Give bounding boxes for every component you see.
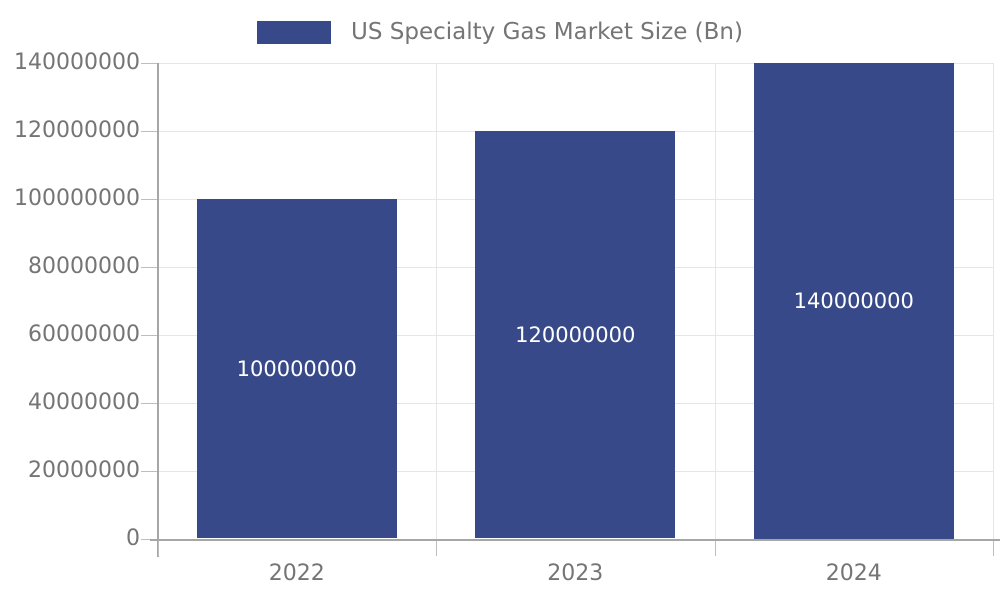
legend-swatch-icon [257,20,332,44]
bar-value-label: 120000000 [515,322,636,347]
x-gridline [436,63,437,539]
y-axis-tick [141,470,157,472]
y-tick-label: 80000000 [28,253,140,279]
x-gridline [714,63,716,539]
bar-2023[interactable]: 120000000 [475,130,676,539]
bar-2022[interactable]: 100000000 [196,198,397,539]
y-axis-tick [141,266,157,268]
x-axis-tick [714,540,716,556]
y-axis-tick [141,402,157,404]
y-tick-label: 100000000 [14,185,140,211]
y-tick-label: 0 [126,525,140,551]
legend[interactable]: US Specialty Gas Market Size (Bn) [0,19,1000,45]
legend-label: US Specialty Gas Market Size (Bn) [351,19,743,45]
x-gridline [993,63,994,539]
y-tick-label: 140000000 [14,50,140,75]
y-tick-label: 40000000 [28,389,140,415]
bar-2024[interactable]: 140000000 [753,63,954,539]
x-tick-label: 2024 [825,561,882,586]
x-axis-tick [436,540,437,556]
x-axis-line [150,538,1000,541]
x-axis-tick [993,540,994,556]
bar-value-label: 100000000 [236,356,357,381]
y-axis-tick [141,130,157,132]
y-axis-tick [141,198,157,200]
y-tick-label: 60000000 [28,321,140,347]
y-axis-line [156,63,159,557]
bar-value-label: 140000000 [793,288,914,313]
x-tick-label: 2023 [547,561,604,586]
y-axis-tick [141,334,157,336]
x-tick-label: 2022 [268,561,325,586]
y-tick-label: 20000000 [28,457,140,483]
y-tick-label: 120000000 [14,117,140,143]
y-axis-tick [141,63,157,64]
y-axis-tick [141,538,157,540]
x-axis-tick [157,540,159,556]
y-gridline [157,63,993,64]
